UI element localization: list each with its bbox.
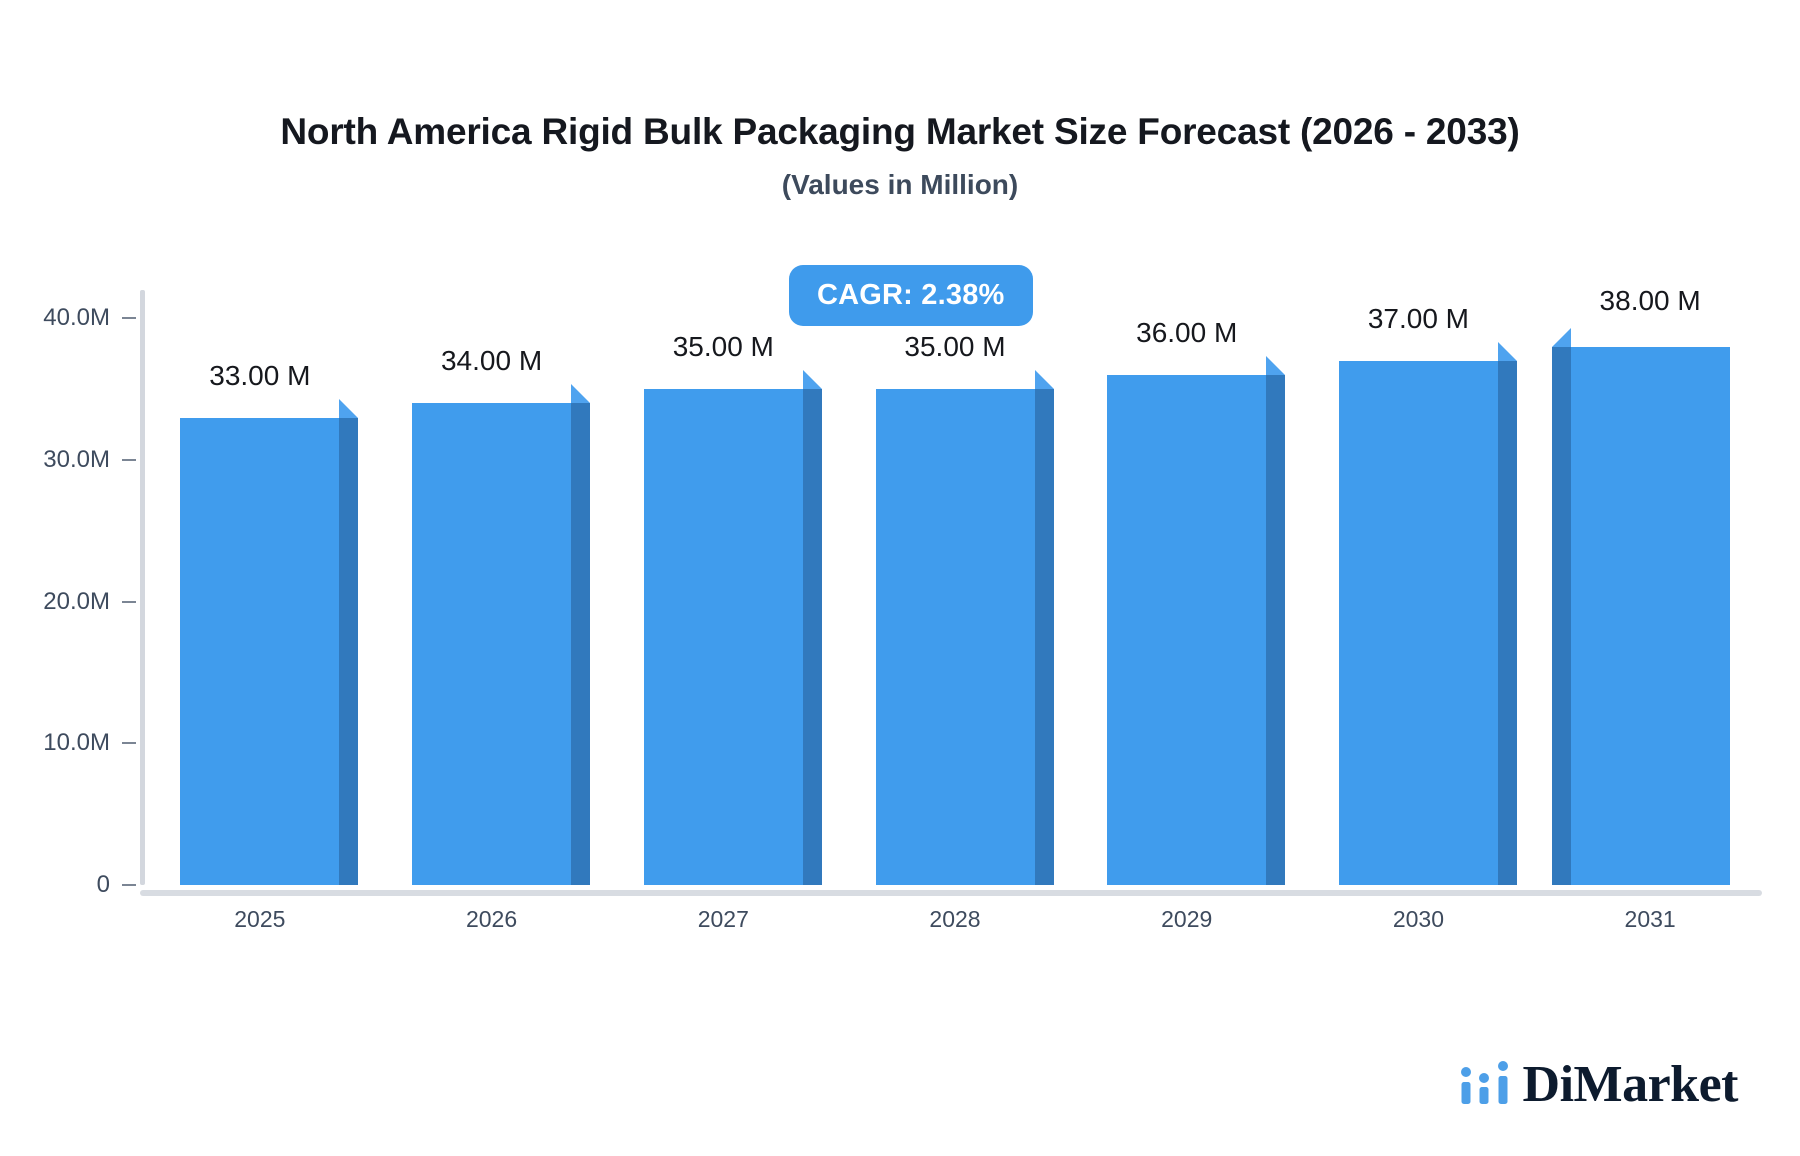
bar-side-face	[339, 417, 359, 885]
bar-side-face	[1497, 360, 1517, 885]
bar-top-face	[802, 370, 822, 390]
bar-side-face	[1034, 389, 1054, 885]
bar-side-face	[1266, 375, 1286, 885]
bar[interactable]: 35.00 M	[875, 331, 1054, 885]
bar[interactable]: 37.00 M	[1338, 303, 1517, 885]
bar-value-label: 37.00 M	[1367, 302, 1470, 334]
y-axis-tick-label: 20.0M	[43, 587, 110, 615]
x-axis-tick-label: 2030	[1392, 906, 1445, 932]
title-block: North America Rigid Bulk Packaging Marke…	[0, 110, 1800, 202]
y-axis-tick-label: 10.0M	[43, 729, 110, 757]
bar-top-face	[1551, 327, 1571, 347]
y-axis-tick-mark	[122, 742, 136, 745]
bar-top-face	[571, 384, 591, 404]
x-axis-tick-label: 2027	[697, 906, 749, 932]
bar-chart-icon	[1460, 1060, 1510, 1111]
x-axis-tick-label: 2026	[465, 906, 518, 932]
bar-value-label: 36.00 M	[1136, 317, 1238, 348]
bar[interactable]: 38.00 M	[1551, 285, 1730, 885]
bar-top-face	[1497, 341, 1517, 361]
bar-value-label: 34.00 M	[440, 345, 543, 377]
bar[interactable]: 35.00 M	[643, 331, 822, 885]
bar-value-label: 38.00 M	[1599, 284, 1701, 316]
bar-side-face	[571, 403, 591, 885]
y-axis-tick-mark	[122, 317, 136, 320]
x-axis-line	[140, 890, 1762, 896]
page-subtitle: (Values in Million)	[781, 169, 1019, 201]
bar-side-face	[802, 389, 822, 885]
bar[interactable]: 36.00 M	[1107, 317, 1286, 885]
bar-value-label: 33.00 M	[209, 359, 311, 391]
page-title: North America Rigid Bulk Packaging Marke…	[280, 111, 1520, 152]
x-axis-tick-label: 2031	[1624, 906, 1676, 932]
y-axis-tick-mark	[122, 884, 136, 886]
plot-area: 33.00 M 34.00 M 35.00 M 35.00 M 36.00 M 37.00…	[140, 285, 1762, 896]
bar-value-label: 35.00 M	[672, 331, 774, 363]
brand-logo: DiMarket	[1460, 1056, 1739, 1113]
bar-face	[1107, 375, 1267, 885]
bar[interactable]: 34.00 M	[412, 345, 591, 885]
x-axis-tick-label: 2028	[929, 906, 981, 932]
bar-value-label: 35.00 M	[904, 331, 1006, 363]
bar-top-face	[339, 398, 359, 418]
x-axis-tick-label: 2029	[1161, 906, 1213, 932]
x-axis: 2025 2026 2027 2028 2029 2030 2031	[140, 906, 1762, 946]
bar-face	[180, 417, 340, 885]
bar-face	[875, 389, 1035, 885]
bar-face	[1570, 346, 1730, 885]
bar-face	[412, 403, 572, 885]
y-axis-line	[140, 290, 145, 885]
bar-top-face	[1266, 356, 1286, 375]
y-axis-tick-mark	[122, 600, 136, 603]
x-axis-tick-label: 2025	[234, 906, 286, 932]
brand-name: DiMarket	[1522, 1056, 1739, 1113]
y-axis-tick-label: 0	[96, 871, 110, 898]
y-axis-tick-label: 40.0M	[43, 304, 110, 332]
bar-top-face	[1034, 370, 1054, 390]
bar[interactable]: 33.00 M	[180, 360, 359, 885]
bar-series: 33.00 M 34.00 M 35.00 M 35.00 M 36.00 M 37.00…	[140, 285, 1762, 885]
y-axis-tick-label: 30.0M	[43, 446, 110, 473]
bar-face	[1338, 360, 1498, 885]
y-axis-tick-mark	[122, 459, 136, 461]
bar-face	[643, 389, 803, 885]
cagr-badge: CAGR: 2.38%	[789, 265, 1033, 326]
bar-side-face	[1551, 346, 1571, 885]
